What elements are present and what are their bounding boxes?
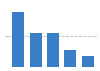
Bar [12,12,24,67]
Bar [64,50,76,67]
Bar [30,33,42,67]
Bar [82,56,94,67]
Bar [47,33,59,67]
